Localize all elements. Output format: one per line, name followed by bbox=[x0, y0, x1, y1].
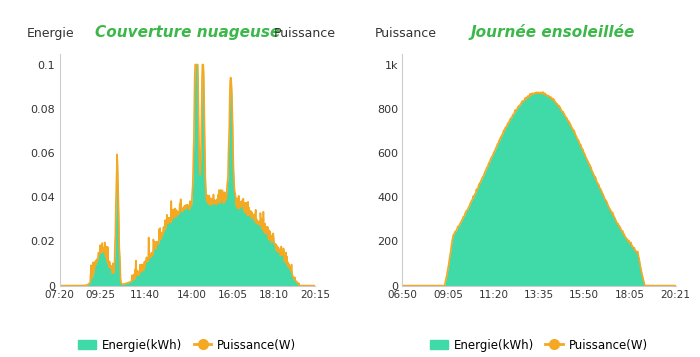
Text: Puissance: Puissance bbox=[375, 27, 438, 40]
Text: Energie: Energie bbox=[27, 27, 74, 40]
Text: Couverture nuageuse: Couverture nuageuse bbox=[94, 25, 280, 40]
Text: Puissance: Puissance bbox=[274, 27, 335, 40]
Text: Journée ensoleillée: Journée ensoleillée bbox=[470, 24, 635, 40]
Legend: Energie(kWh), Puissance(W): Energie(kWh), Puissance(W) bbox=[74, 334, 301, 356]
Legend: Energie(kWh), Puissance(W): Energie(kWh), Puissance(W) bbox=[425, 334, 653, 356]
